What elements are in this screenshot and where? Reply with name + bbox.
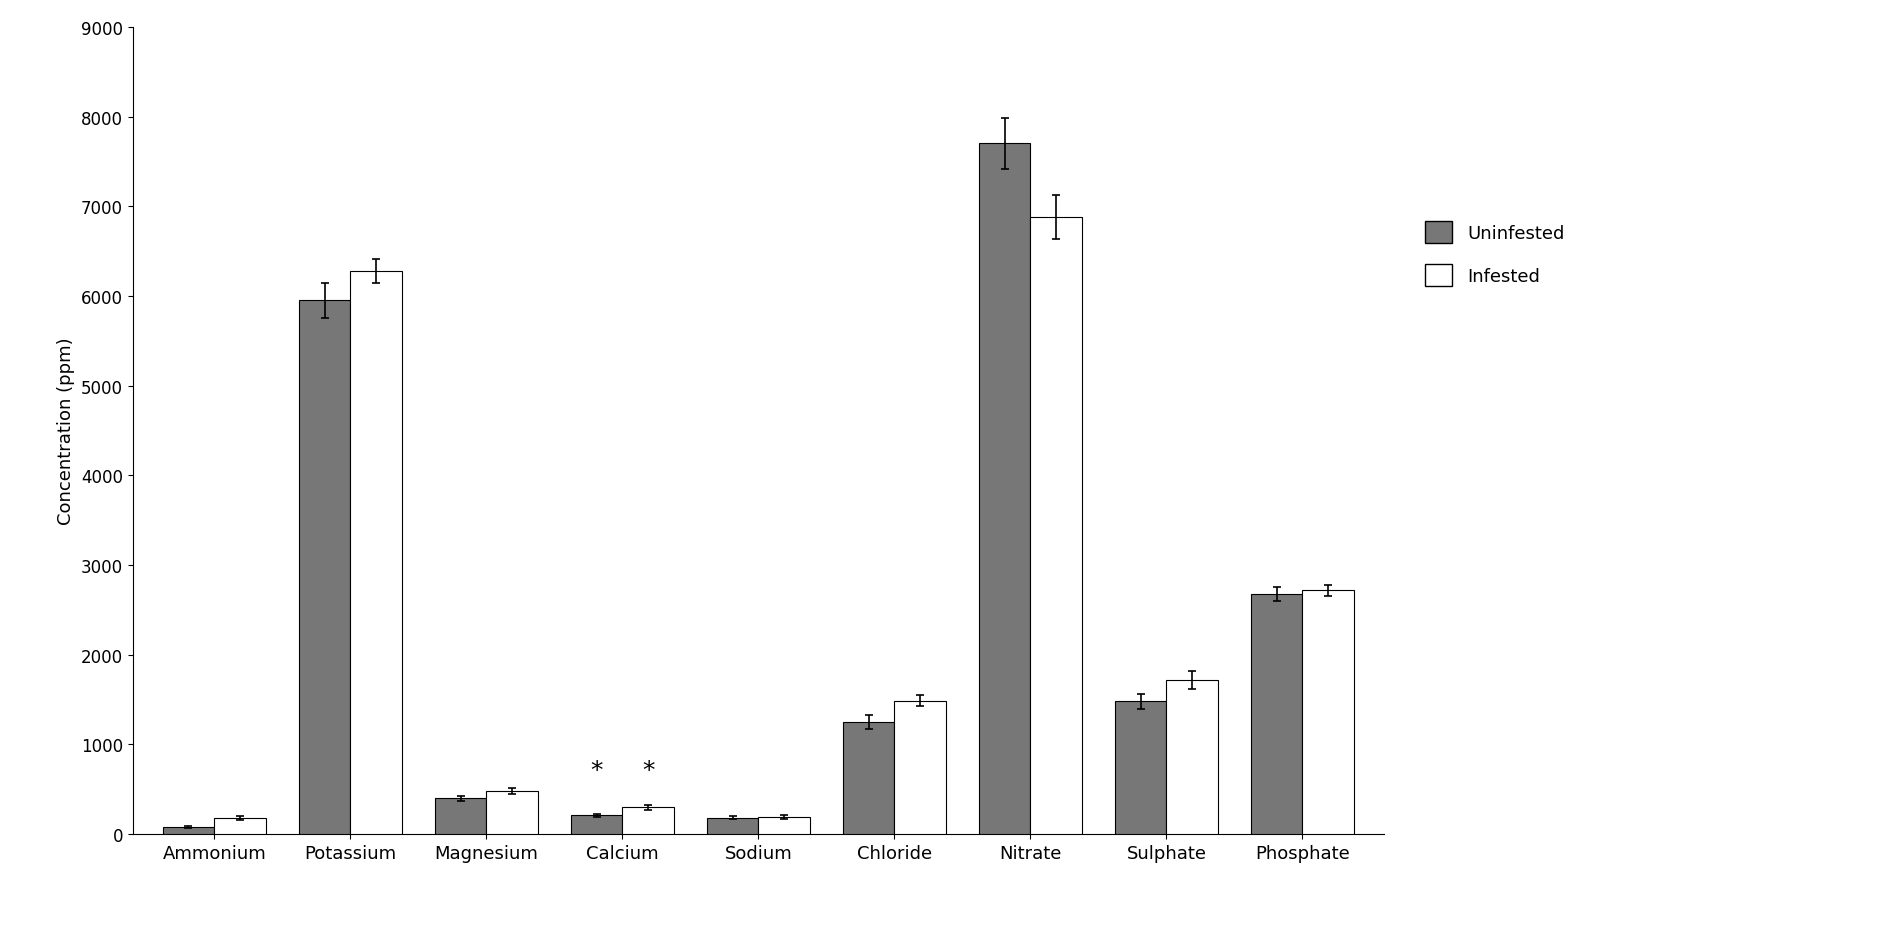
- Bar: [842, 722, 895, 834]
- Bar: [1166, 680, 1217, 834]
- Y-axis label: Concentration (ppm): Concentration (ppm): [57, 337, 76, 525]
- Bar: [895, 701, 946, 834]
- Bar: [622, 807, 675, 834]
- Bar: [978, 145, 1030, 834]
- Bar: [758, 818, 810, 834]
- Text: *: *: [590, 758, 603, 782]
- Bar: [707, 818, 758, 834]
- Text: *: *: [643, 758, 654, 782]
- Bar: [571, 816, 622, 834]
- Legend: Uninfested, Infested: Uninfested, Infested: [1418, 214, 1572, 295]
- Bar: [214, 819, 265, 834]
- Bar: [163, 827, 214, 834]
- Bar: [1115, 702, 1166, 834]
- Bar: [434, 798, 487, 834]
- Bar: [1030, 218, 1083, 834]
- Bar: [351, 272, 402, 834]
- Bar: [487, 792, 538, 834]
- Bar: [300, 301, 351, 834]
- Bar: [1303, 590, 1354, 834]
- Bar: [1251, 594, 1303, 834]
